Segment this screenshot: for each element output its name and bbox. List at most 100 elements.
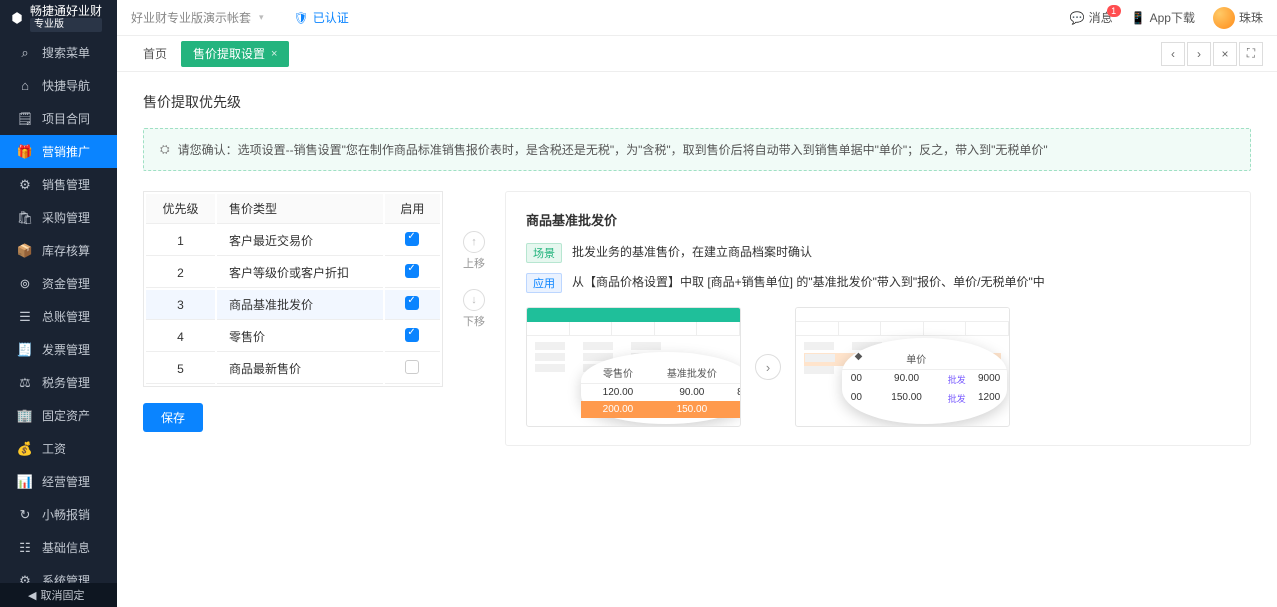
source-popup: 零售价 基准批发价 120.00 90.00 8 200.00: [581, 352, 741, 424]
table-row[interactable]: 3 商品基准批发价: [146, 290, 440, 320]
arrow-icon: ›: [755, 354, 781, 380]
asset-icon: 🏢: [18, 409, 32, 423]
enable-checkbox[interactable]: [405, 232, 419, 246]
pin-icon: ◀: [28, 589, 36, 602]
tab-close-all-button[interactable]: ×: [1213, 42, 1237, 66]
messages-button[interactable]: 💬 消息 1: [1070, 9, 1113, 26]
sidebar-item-label: 工资: [42, 440, 66, 457]
enable-checkbox[interactable]: [405, 328, 419, 342]
table-row[interactable]: 1 客户最近交易价: [146, 226, 440, 256]
cell-type: 商品最新售价: [217, 354, 383, 384]
priority-table: 优先级 售价类型 启用 1 客户最近交易价 2 客户等级价或客户折扣 3 商品基…: [143, 191, 443, 387]
tab-prev-button[interactable]: ‹: [1161, 42, 1185, 66]
cell-type: 商品基准批发价: [217, 290, 383, 320]
cell-priority: 4: [146, 322, 215, 352]
close-icon[interactable]: ×: [271, 48, 277, 60]
table-row[interactable]: 5 商品最新售价: [146, 354, 440, 384]
sidebar-item-label: 资金管理: [42, 275, 90, 292]
sidebar-item-label: 营销推广: [42, 143, 90, 160]
sidebar-item-0[interactable]: ⌕搜索菜单: [0, 36, 117, 69]
sidebar-pin-toggle[interactable]: ◀ 取消固定: [0, 583, 117, 607]
move-controls: ↑ 上移 ↓ 下移: [463, 191, 485, 329]
sidebar-item-label: 发票管理: [42, 341, 90, 358]
sidebar-item-label: 采购管理: [42, 209, 90, 226]
tab-home[interactable]: 首页: [131, 41, 179, 67]
sidebar-item-2[interactable]: 🗒 项目合同: [0, 102, 117, 135]
move-down-button[interactable]: ↓: [463, 289, 485, 311]
detail-panel: 商品基准批发价 场景 批发业务的基准售价，在建立商品档案时确认 应用 从【商品价…: [505, 191, 1251, 446]
move-up-button[interactable]: ↑: [463, 231, 485, 253]
gear-icon: ⚙: [18, 574, 32, 584]
header: 好业财专业版演示帐套 ▾ 🛡 已认证 💬 消息 1 📱 App下载 珠珠: [117, 0, 1277, 36]
enable-checkbox[interactable]: [405, 296, 419, 310]
phone-icon: 📱: [1131, 11, 1146, 25]
table-row[interactable]: 4 零售价: [146, 322, 440, 352]
detail-title: 商品基准批发价: [526, 210, 1230, 229]
clipboard-icon: 🗒: [18, 112, 32, 126]
enable-checkbox[interactable]: [405, 264, 419, 278]
sidebar-item-13[interactable]: 📊经营管理: [0, 465, 117, 498]
chevron-down-icon: ▾: [259, 12, 264, 23]
col-priority: 优先级: [146, 194, 215, 224]
table-row[interactable]: 2 客户等级价或客户折扣: [146, 258, 440, 288]
ledger-icon: ☰: [18, 310, 32, 324]
sidebar-item-11[interactable]: 🏢固定资产: [0, 399, 117, 432]
invoice-icon: 🧾: [18, 343, 32, 357]
sidebar-item-15[interactable]: ☷基础信息: [0, 531, 117, 564]
brand-icon: [10, 11, 24, 25]
bag-icon: 🛍: [18, 211, 32, 225]
sidebar-item-8[interactable]: ☰总账管理: [0, 300, 117, 333]
brand-logo: 畅捷通好业财 专业版: [0, 0, 117, 36]
sidebar-item-label: 库存核算: [42, 242, 90, 259]
app-download-button[interactable]: 📱 App下载: [1131, 9, 1195, 26]
account-set-selector[interactable]: 好业财专业版演示帐套 ▾: [131, 9, 264, 26]
sidebar-item-label: 快捷导航: [42, 77, 90, 94]
source-sheet: 零售价 基准批发价 120.00 90.00 8 200.00: [526, 307, 741, 427]
main-content: 售价提取优先级 ⛭ 请您确认：选项设置--销售设置"您在制作商品标准销售报价表时…: [117, 72, 1277, 607]
sidebar-item-14[interactable]: ↻小畅报销: [0, 498, 117, 531]
chat-icon: 💬: [1070, 11, 1085, 25]
tab-next-button[interactable]: ›: [1187, 42, 1211, 66]
sidebar-item-label: 小畅报销: [42, 506, 90, 523]
salary-icon: 💰: [18, 442, 32, 456]
sidebar-item-label: 税务管理: [42, 374, 90, 391]
sidebar-item-4[interactable]: ⚙销售管理: [0, 168, 117, 201]
cell-type: 客户最近交易价: [217, 226, 383, 256]
search-icon: ⌕: [18, 46, 32, 60]
home-icon: ⌂: [18, 79, 32, 93]
target-popup: ◆ 单价 00 90.00 批发 9000 00: [842, 338, 1007, 424]
sidebar-item-16[interactable]: ⚙ 系统管理: [0, 564, 117, 583]
scene-text: 批发业务的基准售价，在建立商品档案时确认: [572, 243, 812, 260]
sidebar: 畅捷通好业财 专业版 ⌕搜索菜单 ⌂ 快捷导航 🗒 项目合同 🎁营销推广⚙销售管理 🛍 采购管…: [0, 0, 117, 607]
brand-name: 畅捷通好业财: [30, 4, 102, 18]
fullscreen-button[interactable]: ⛶: [1239, 42, 1263, 66]
avatar: [1213, 7, 1235, 29]
cell-priority: 2: [146, 258, 215, 288]
coin-icon: ⊚: [18, 277, 32, 291]
sidebar-item-12[interactable]: 💰 工资: [0, 432, 117, 465]
tabbar: 首页 售价提取设置 × ‹ › × ⛶: [117, 36, 1277, 72]
manage-icon: 📊: [18, 475, 32, 489]
brand-edition: 专业版: [30, 18, 102, 32]
enable-checkbox[interactable]: [405, 360, 419, 374]
sidebar-item-10[interactable]: ⚖ 税务管理: [0, 366, 117, 399]
sidebar-item-1[interactable]: ⌂ 快捷导航: [0, 69, 117, 102]
sidebar-item-7[interactable]: ⊚ 资金管理: [0, 267, 117, 300]
sidebar-item-3[interactable]: 🎁营销推广: [0, 135, 117, 168]
box-icon: 📦: [18, 244, 32, 258]
messages-badge: 1: [1107, 5, 1121, 17]
sidebar-item-6[interactable]: 📦 库存核算: [0, 234, 117, 267]
sidebar-item-5[interactable]: 🛍 采购管理: [0, 201, 117, 234]
tax-icon: ⚖: [18, 376, 32, 390]
sidebar-item-label: 系统管理: [42, 572, 90, 583]
cell-priority: 1: [146, 226, 215, 256]
sidebar-item-label: 项目合同: [42, 110, 90, 127]
tab-price-settings[interactable]: 售价提取设置 ×: [181, 41, 289, 67]
save-button[interactable]: 保存: [143, 403, 203, 432]
cell-type: 零售价: [217, 322, 383, 352]
info-icon: ☷: [18, 541, 32, 555]
cell-priority: 5: [146, 354, 215, 384]
sidebar-item-9[interactable]: 🧾 发票管理: [0, 333, 117, 366]
cell-type: 客户等级价或客户折扣: [217, 258, 383, 288]
user-menu[interactable]: 珠珠: [1213, 7, 1263, 29]
